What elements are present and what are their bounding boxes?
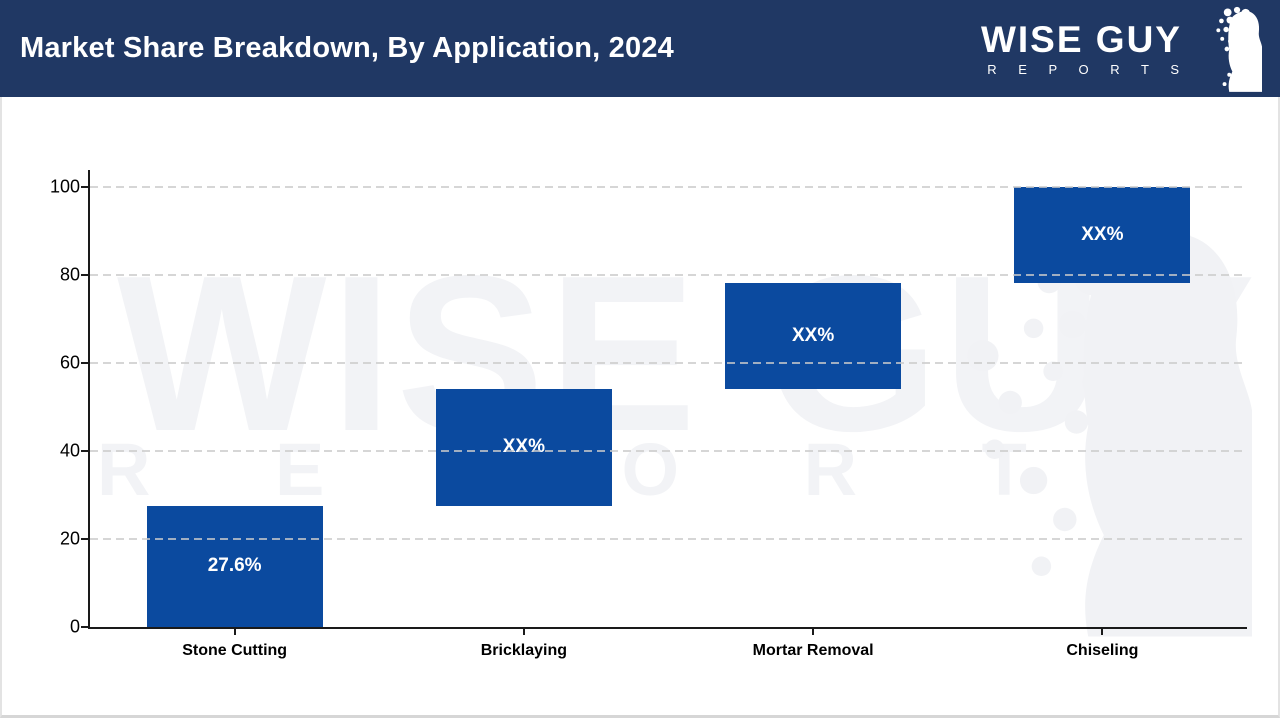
x-tick-mark — [812, 629, 815, 635]
x-tick-mark — [522, 629, 525, 635]
x-category-label: Bricklaying — [480, 642, 567, 659]
chart-bar-bricklaying: XX% — [435, 389, 612, 506]
y-axis-line — [88, 170, 90, 629]
gridline-60 — [90, 362, 1247, 364]
y-tick-mark — [81, 186, 88, 188]
page-title: Market Share Breakdown, By Application, … — [20, 32, 674, 64]
gridline-80 — [90, 274, 1247, 276]
x-axis-line — [88, 627, 1247, 629]
y-tick-label: 0 — [69, 616, 80, 637]
y-tick-label: 80 — [59, 264, 80, 285]
x-tick-mark — [233, 629, 236, 635]
x-category-label: Stone Cutting — [182, 642, 288, 659]
chart-bar-chiseling: XX% — [1014, 187, 1191, 283]
logo: WISE GUY R E P O R T S — [981, 6, 1280, 92]
x-tick-mark — [1101, 629, 1104, 635]
y-tick-label: 40 — [59, 440, 80, 461]
y-tick-mark — [81, 362, 88, 364]
gridline-100 — [90, 186, 1247, 188]
logo-head-icon — [1216, 6, 1262, 92]
bar-value-label: XX% — [502, 436, 545, 458]
y-tick-label: 100 — [49, 176, 80, 197]
y-tick-label: 60 — [59, 352, 80, 373]
logo-sub-text: R E P O R T S — [987, 62, 1188, 77]
x-category-label: Mortar Removal — [752, 642, 874, 659]
bar-value-label: XX% — [792, 325, 835, 347]
x-category-label: Chiseling — [1066, 642, 1139, 659]
gridline-40 — [90, 450, 1247, 452]
logo-brand-text: WISE GUY — [980, 19, 1182, 60]
chart-canvas: WISE GUY R E P O R T S 0 20 40 60 80 100 27.6%… — [0, 97, 1280, 718]
chart-bar-mortar-removal: XX% — [725, 282, 902, 390]
plot-area: 0 20 40 60 80 100 27.6% Stone Cutting XX% Brickla… — [50, 170, 1247, 659]
y-tick-mark — [81, 450, 88, 452]
y-tick-mark — [81, 538, 88, 540]
y-tick-mark — [81, 626, 88, 628]
gridline-20 — [90, 538, 1247, 540]
bar-value-label: 27.6% — [207, 555, 262, 577]
y-tick-mark — [81, 274, 88, 276]
chart-bar-stone-cutting: 27.6% — [146, 505, 323, 627]
bar-value-label: XX% — [1081, 223, 1124, 245]
logo-text: WISE GUY R E P O R T S — [981, 21, 1182, 76]
y-tick-label: 20 — [59, 528, 80, 549]
header-banner: Market Share Breakdown, By Application, … — [0, 0, 1280, 97]
